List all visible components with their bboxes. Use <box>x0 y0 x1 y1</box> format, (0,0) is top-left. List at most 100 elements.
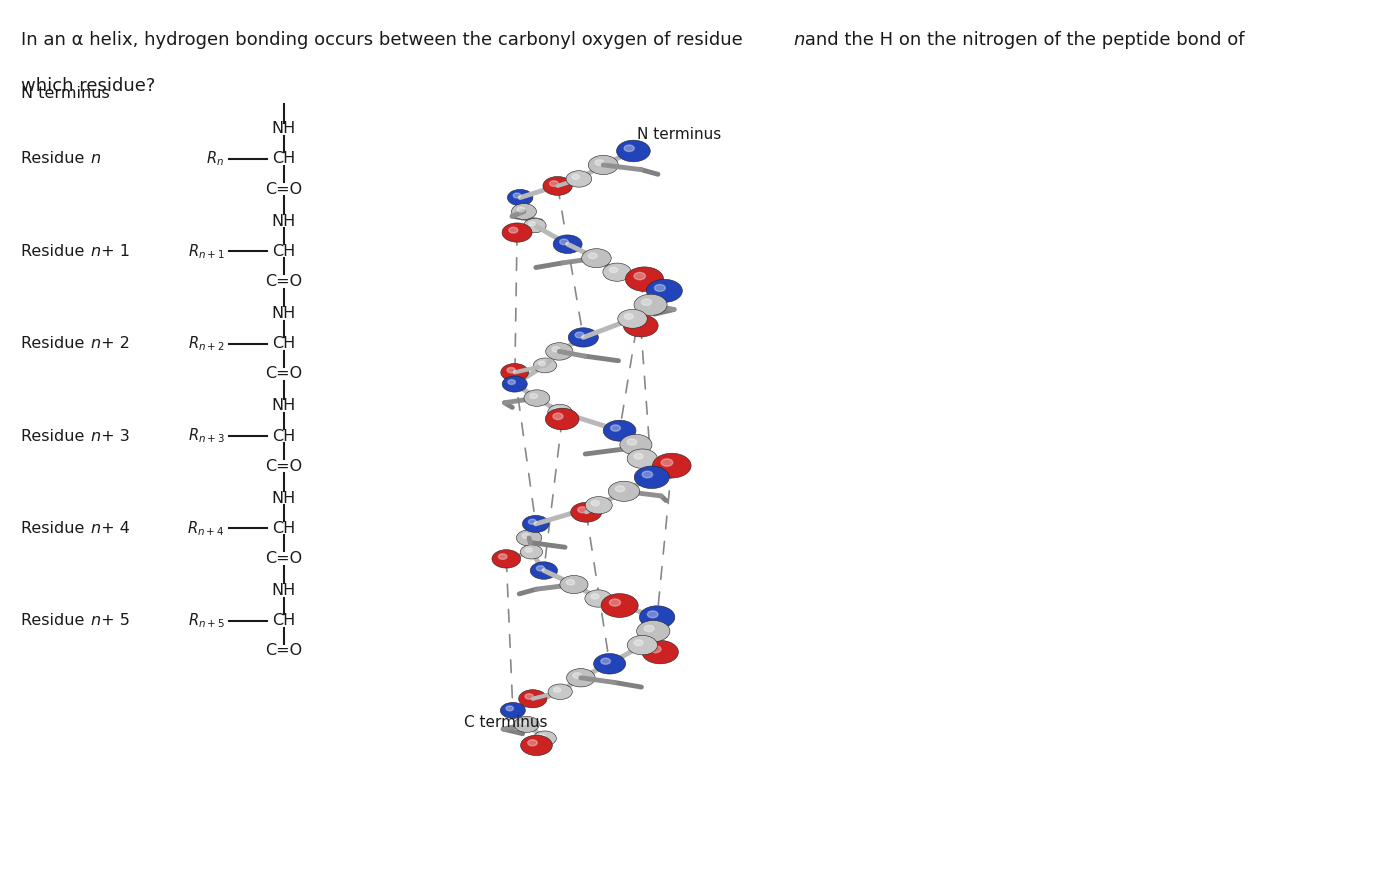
Circle shape <box>517 207 525 212</box>
Circle shape <box>655 284 665 291</box>
Text: N terminus: N terminus <box>21 86 109 100</box>
Text: Residue: Residue <box>21 244 89 258</box>
Circle shape <box>578 507 587 512</box>
Circle shape <box>530 562 557 579</box>
Circle shape <box>548 684 572 700</box>
Circle shape <box>634 466 669 488</box>
Text: C=O: C=O <box>266 367 302 381</box>
Text: which residue?: which residue? <box>21 77 155 95</box>
Circle shape <box>634 454 643 459</box>
Circle shape <box>573 673 582 678</box>
Circle shape <box>530 393 537 399</box>
Circle shape <box>529 222 536 226</box>
Circle shape <box>554 687 561 692</box>
Circle shape <box>601 593 638 617</box>
Text: Residue: Residue <box>21 152 89 166</box>
Circle shape <box>543 177 572 195</box>
Circle shape <box>616 140 651 162</box>
Circle shape <box>589 253 597 258</box>
Circle shape <box>521 735 553 756</box>
Circle shape <box>604 420 636 441</box>
Text: C=O: C=O <box>266 274 302 289</box>
Circle shape <box>553 408 561 412</box>
Text: $R_{n+5}$: $R_{n+5}$ <box>187 611 224 630</box>
Text: Residue: Residue <box>21 521 89 535</box>
Text: C terminus: C terminus <box>464 715 547 730</box>
Text: In an α helix, hydrogen bonding occurs between the carbonyl oxygen of residue: In an α helix, hydrogen bonding occurs b… <box>21 31 748 49</box>
Circle shape <box>609 599 620 607</box>
Text: + 2: + 2 <box>96 337 130 351</box>
Circle shape <box>501 363 529 381</box>
Text: NH: NH <box>271 306 296 321</box>
Text: $R_{n+1}$: $R_{n+1}$ <box>187 242 224 261</box>
Text: + 4: + 4 <box>96 521 130 535</box>
Text: NH: NH <box>271 122 296 136</box>
Circle shape <box>591 594 600 599</box>
Circle shape <box>517 530 542 546</box>
Circle shape <box>571 503 601 522</box>
Circle shape <box>634 294 668 315</box>
Circle shape <box>506 706 514 710</box>
Circle shape <box>637 621 670 642</box>
Text: NH: NH <box>271 214 296 228</box>
Circle shape <box>553 235 582 253</box>
Circle shape <box>632 320 641 327</box>
Circle shape <box>626 267 663 291</box>
Circle shape <box>582 249 611 267</box>
Circle shape <box>514 717 539 733</box>
Text: CH: CH <box>273 152 295 166</box>
Circle shape <box>627 439 637 445</box>
Circle shape <box>528 740 537 746</box>
Circle shape <box>536 566 544 571</box>
Circle shape <box>625 313 633 320</box>
Circle shape <box>644 625 654 631</box>
Text: $R_{n+4}$: $R_{n+4}$ <box>187 519 224 538</box>
Circle shape <box>661 459 673 466</box>
Circle shape <box>591 501 600 505</box>
Circle shape <box>647 611 658 618</box>
Circle shape <box>627 636 658 654</box>
Text: Residue: Residue <box>21 337 89 351</box>
Text: $R_n$: $R_n$ <box>206 149 224 169</box>
Circle shape <box>546 343 573 361</box>
Text: NH: NH <box>271 399 296 413</box>
Circle shape <box>522 515 548 533</box>
Text: NH: NH <box>271 583 296 598</box>
Circle shape <box>650 646 661 653</box>
Circle shape <box>539 361 546 366</box>
Circle shape <box>627 449 658 468</box>
Circle shape <box>611 425 620 432</box>
Text: N terminus: N terminus <box>637 127 720 142</box>
Circle shape <box>521 544 543 559</box>
Text: + 3: + 3 <box>96 429 129 443</box>
Text: $R_{n+3}$: $R_{n+3}$ <box>187 426 224 446</box>
Circle shape <box>608 481 640 502</box>
Text: Residue: Residue <box>21 429 89 443</box>
Circle shape <box>514 193 521 198</box>
Circle shape <box>634 273 645 280</box>
Circle shape <box>503 223 532 242</box>
Circle shape <box>499 554 507 559</box>
Circle shape <box>533 358 557 373</box>
Text: n: n <box>91 521 101 535</box>
Circle shape <box>539 734 546 739</box>
Circle shape <box>492 550 521 568</box>
Text: CH: CH <box>273 337 295 351</box>
Circle shape <box>609 267 618 273</box>
Text: C=O: C=O <box>266 182 302 196</box>
Circle shape <box>575 332 584 338</box>
Text: NH: NH <box>271 491 296 505</box>
Circle shape <box>511 203 536 219</box>
Text: n: n <box>91 244 101 258</box>
Circle shape <box>550 181 558 186</box>
Circle shape <box>529 519 536 524</box>
Circle shape <box>518 690 547 708</box>
Text: $R_{n+2}$: $R_{n+2}$ <box>188 334 224 353</box>
Text: Residue: Residue <box>21 614 89 628</box>
Circle shape <box>615 486 625 492</box>
Circle shape <box>641 640 679 664</box>
Circle shape <box>508 380 515 385</box>
Text: CH: CH <box>273 521 295 535</box>
Text: n: n <box>794 31 805 49</box>
Circle shape <box>503 376 528 392</box>
